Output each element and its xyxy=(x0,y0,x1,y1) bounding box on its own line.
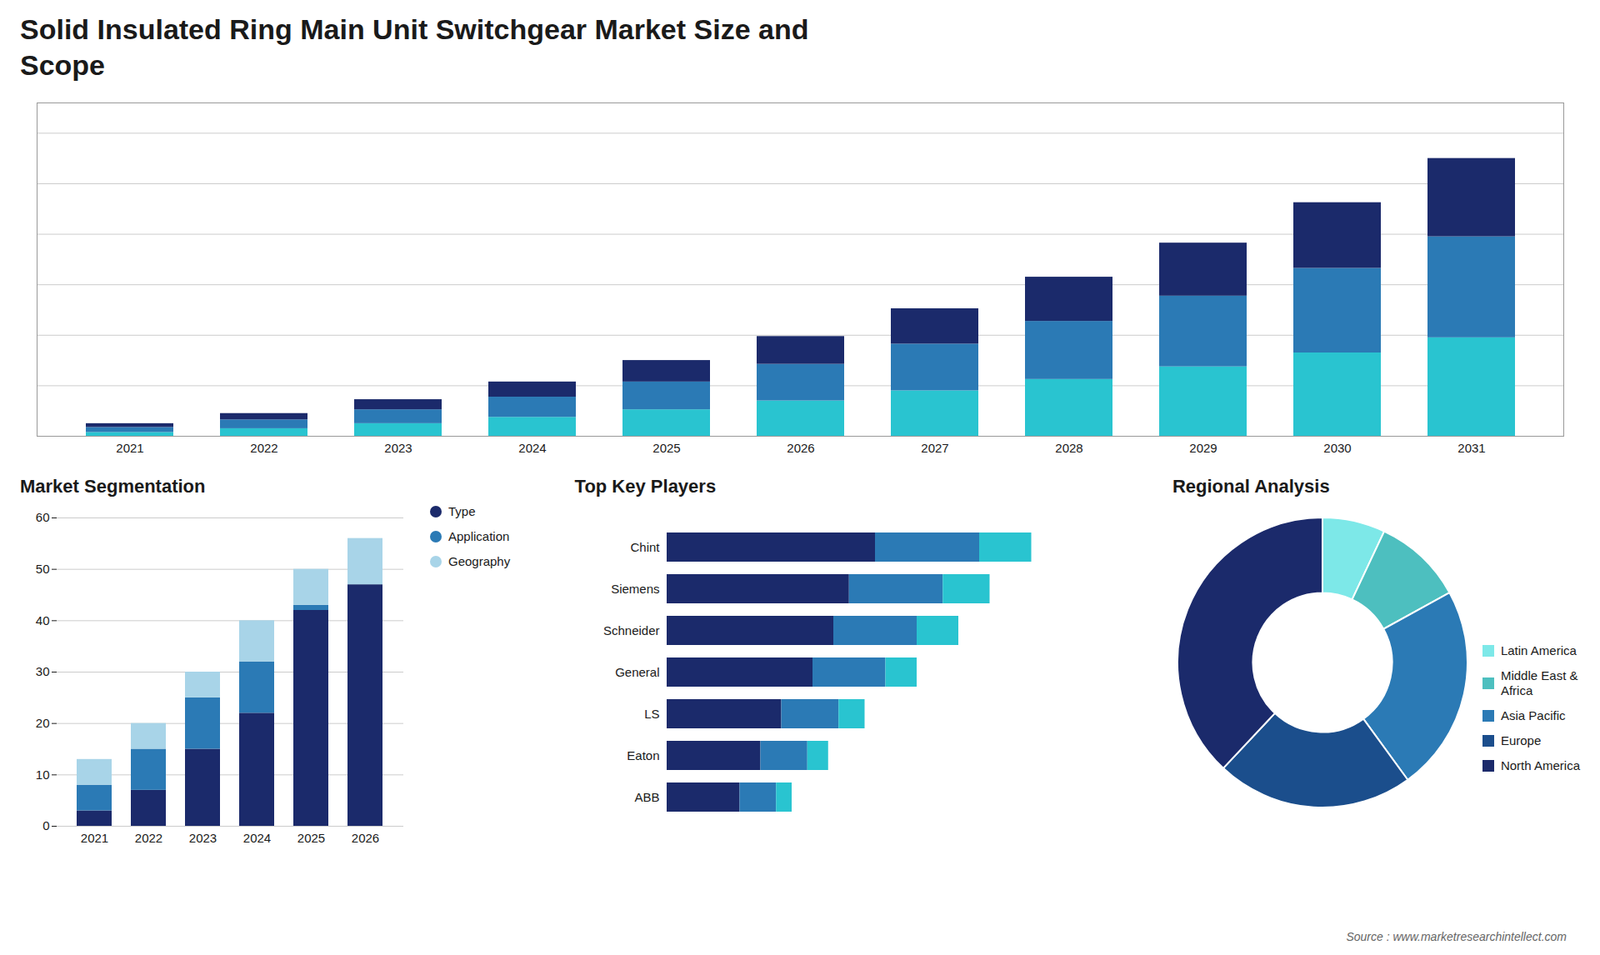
svg-text:2024: 2024 xyxy=(243,830,271,845)
svg-text:General: General xyxy=(615,665,660,680)
svg-text:2028: 2028 xyxy=(1055,440,1083,455)
html-text:Source : www.marketresearchint: Source : www.marketresearchintellect.com xyxy=(1346,930,1567,944)
svg-text:2030: 2030 xyxy=(1323,440,1351,455)
html-text:Europe: Europe xyxy=(1500,733,1542,748)
html-text:Type: Type xyxy=(448,504,476,519)
html-text:North America: North America xyxy=(1500,758,1580,773)
svg-text:0: 0 xyxy=(42,818,50,833)
svg-text:Chint: Chint xyxy=(630,540,660,555)
svg-text:2026: 2026 xyxy=(351,830,380,845)
html-text:Geography: Geography xyxy=(448,554,511,569)
svg-text:2025: 2025 xyxy=(297,830,325,845)
html-text:Middle East & Africa: Middle East & Africa xyxy=(1500,668,1578,698)
svg-text:20: 20 xyxy=(35,715,50,730)
svg-text:2029: 2029 xyxy=(1189,440,1217,455)
html-text:Application: Application xyxy=(448,529,510,544)
svg-text:2022: 2022 xyxy=(250,440,278,455)
svg-text:2021: 2021 xyxy=(115,440,144,455)
svg-text:2024: 2024 xyxy=(518,440,546,455)
svg-text:60: 60 xyxy=(35,510,50,525)
html-text:Solid Insulated Ring Main Unit: Solid Insulated Ring Main Unit Switchgea… xyxy=(20,13,809,81)
svg-text:10: 10 xyxy=(35,767,50,782)
svg-text:Schneider: Schneider xyxy=(603,623,660,638)
svg-text:2021: 2021 xyxy=(80,830,109,845)
html-text:Top Key Players: Top Key Players xyxy=(574,475,716,497)
svg-text:Siemens: Siemens xyxy=(610,581,660,596)
svg-text:2023: 2023 xyxy=(384,440,412,455)
svg-text:2027: 2027 xyxy=(920,440,949,455)
svg-text:40: 40 xyxy=(35,613,50,628)
svg-text:2023: 2023 xyxy=(189,830,217,845)
html-text:Latin America: Latin America xyxy=(1500,643,1577,658)
svg-text:30: 30 xyxy=(35,664,50,679)
svg-text:LS: LS xyxy=(644,706,660,721)
svg-text:Eaton: Eaton xyxy=(626,748,660,763)
svg-text:2022: 2022 xyxy=(135,830,163,845)
svg-text:2031: 2031 xyxy=(1457,440,1485,455)
svg-text:50: 50 xyxy=(35,561,50,576)
html-text:Market Segmentation: Market Segmentation xyxy=(20,475,206,497)
svg-text:2025: 2025 xyxy=(652,440,680,455)
svg-text:2026: 2026 xyxy=(786,440,815,455)
html-text:Asia Pacific: Asia Pacific xyxy=(1500,708,1566,723)
html-text:Regional Analysis: Regional Analysis xyxy=(1172,475,1330,497)
svg-text:ABB: ABB xyxy=(634,790,660,805)
